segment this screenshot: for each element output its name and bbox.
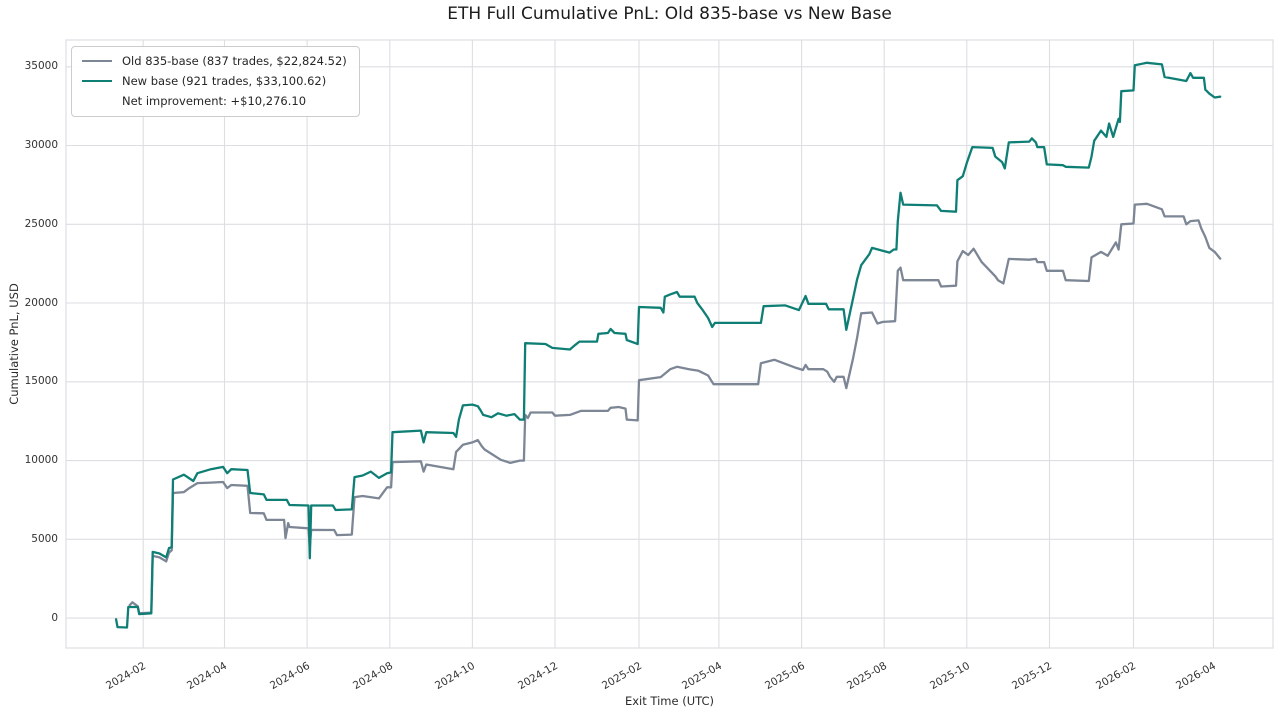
plot-border	[65, 39, 1274, 649]
y-tick-label: 0	[51, 611, 58, 624]
legend-row-old-base: Old 835-base (837 trades, $22,824.52)	[82, 54, 347, 69]
legend-row-new-base: New base (921 trades, $33,100.62)	[82, 74, 347, 89]
new-base-line-swatch	[82, 80, 112, 83]
x-axis-title: Exit Time (UTC)	[624, 694, 714, 708]
y-tick-label: 5000	[31, 532, 58, 545]
y-tick-label: 30000	[24, 139, 58, 152]
legend-row-net-improvement: Net improvement: +$10,276.10	[82, 94, 347, 109]
y-tick-label: 25000	[24, 217, 58, 230]
new-base-series-line	[114, 61, 1222, 629]
y-tick-label: 20000	[24, 296, 58, 309]
legend-label-net-improvement: Net improvement: +$10,276.10	[122, 93, 307, 108]
y-tick-label: 15000	[24, 375, 58, 388]
legend-label-old-base: Old 835-base (837 trades, $22,824.52)	[122, 54, 347, 68]
legend-label-new-base: New base (921 trades, $33,100.62)	[122, 73, 327, 88]
y-tick-label: 10000	[24, 454, 58, 467]
chart-title: ETH Full Cumulative PnL: Old 835-base vs…	[447, 4, 892, 24]
old-base-line-swatch	[82, 60, 112, 63]
blank-swatch	[82, 100, 112, 102]
y-tick-label: 35000	[24, 60, 58, 73]
legend: Old 835-base (837 trades, $22,824.52) Ne…	[71, 46, 360, 117]
old-base-series-line	[128, 202, 1222, 615]
